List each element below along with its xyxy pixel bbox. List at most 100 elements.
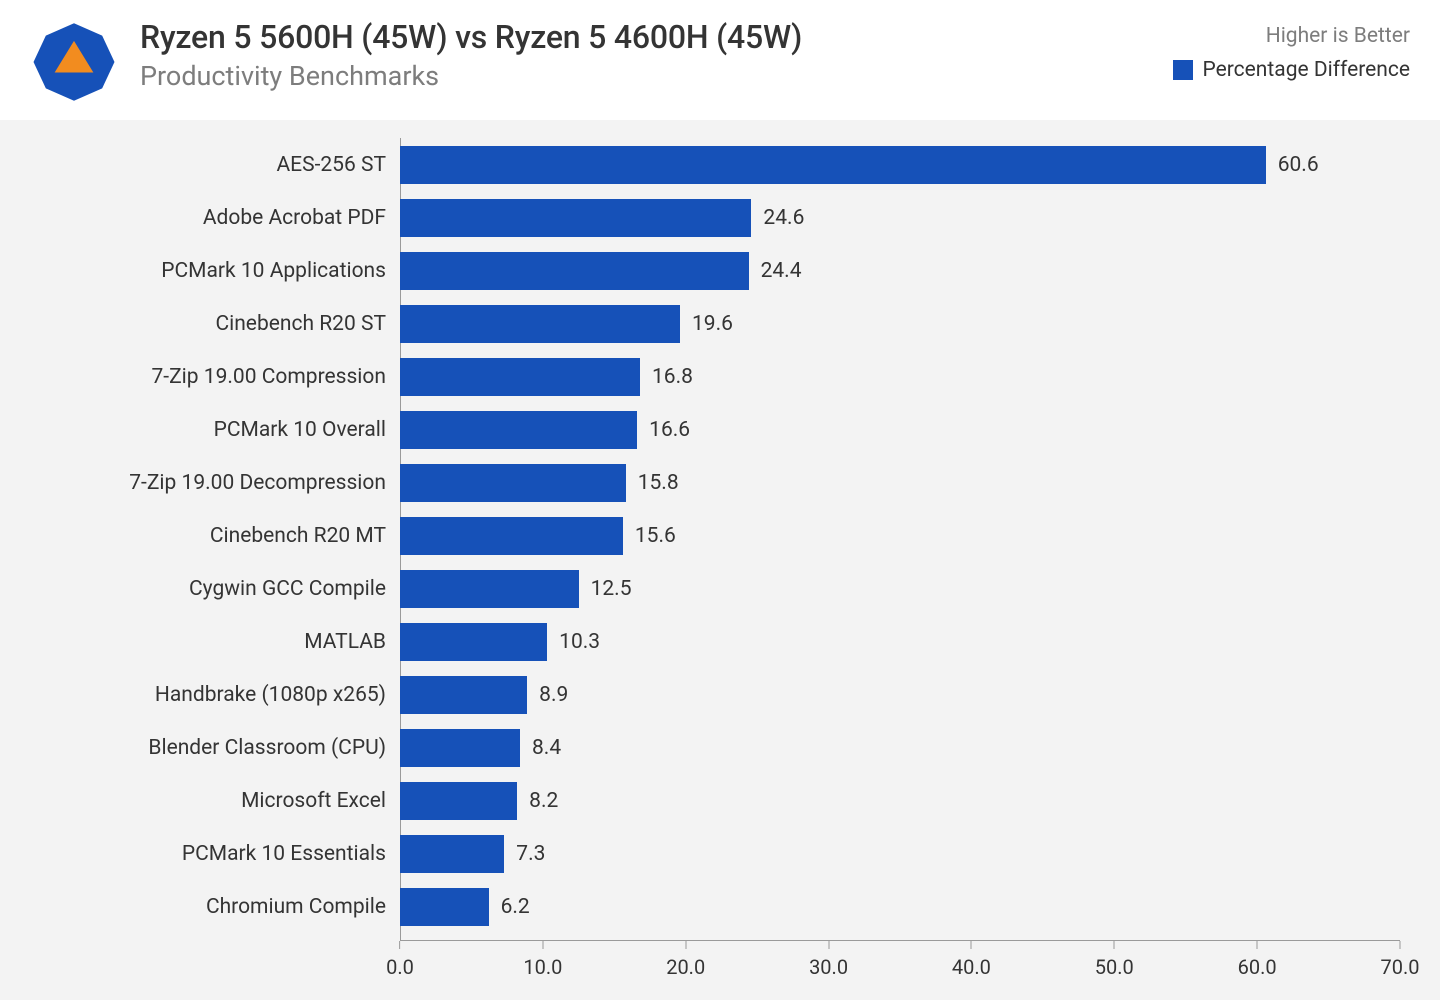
bar-label: PCMark 10 Overall <box>0 418 400 442</box>
tick-mark <box>1400 941 1401 949</box>
benchmark-chart: Ryzen 5 5600H (45W) vs Ryzen 5 4600H (45… <box>0 0 1440 1000</box>
bar <box>400 252 749 290</box>
bar-value: 12.5 <box>591 577 632 601</box>
x-axis: 0.010.020.030.040.050.060.070.0 <box>400 940 1400 1000</box>
bar-cell: 24.6 <box>400 191 1400 244</box>
bar-value: 10.3 <box>559 630 600 654</box>
bar-row: Cinebench R20 MT 15.6 <box>0 509 1400 562</box>
bar-row: Blender Classroom (CPU) 8.4 <box>0 721 1400 774</box>
bar-row: Handbrake (1080p x265) 8.9 <box>0 668 1400 721</box>
x-tick: 40.0 <box>952 941 991 979</box>
bar-cell: 19.6 <box>400 297 1400 350</box>
bar-label: PCMark 10 Applications <box>0 259 400 283</box>
bar <box>400 676 527 714</box>
bar-label: Chromium Compile <box>0 895 400 919</box>
bar <box>400 570 579 608</box>
bar <box>400 411 637 449</box>
bar-value: 16.6 <box>649 418 690 442</box>
bar-value: 8.9 <box>539 683 568 707</box>
bar-cell: 8.9 <box>400 668 1400 721</box>
bar <box>400 305 680 343</box>
bar <box>400 729 520 767</box>
chart-note: Higher is Better <box>1173 24 1411 48</box>
bar-cell: 60.6 <box>400 138 1400 191</box>
tick-label: 40.0 <box>952 955 991 979</box>
chart-header: Ryzen 5 5600H (45W) vs Ryzen 5 4600H (45… <box>0 0 1440 120</box>
legend: Percentage Difference <box>1173 58 1411 82</box>
bar-row: Cinebench R20 ST 19.6 <box>0 297 1400 350</box>
chart-title: Ryzen 5 5600H (45W) vs Ryzen 5 4600H (45… <box>140 18 1173 56</box>
bar-row: PCMark 10 Essentials7.3 <box>0 827 1400 880</box>
tick-mark <box>971 941 972 949</box>
bar-label: MATLAB <box>0 630 400 654</box>
bar-label: Handbrake (1080p x265) <box>0 683 400 707</box>
bar-value: 15.6 <box>635 524 676 548</box>
bar-label: Cygwin GCC Compile <box>0 577 400 601</box>
tick-label: 0.0 <box>386 955 414 979</box>
bar-row: Adobe Acrobat PDF 24.6 <box>0 191 1400 244</box>
bar-cell: 8.4 <box>400 721 1400 774</box>
bar <box>400 146 1266 184</box>
tick-label: 30.0 <box>809 955 848 979</box>
plot-area: AES-256 ST 60.6 Adobe Acrobat PDF 24.6 PCMar… <box>0 120 1440 1000</box>
tick-label: 50.0 <box>1095 955 1134 979</box>
bar-label: Blender Classroom (CPU) <box>0 736 400 760</box>
bar <box>400 517 623 555</box>
bar-cell: 16.6 <box>400 403 1400 456</box>
bar <box>400 888 489 926</box>
bar-value: 8.4 <box>532 736 561 760</box>
tick-mark <box>1257 941 1258 949</box>
tick-label: 10.0 <box>523 955 562 979</box>
bar-row: Microsoft Excel8.2 <box>0 774 1400 827</box>
tick-label: 20.0 <box>666 955 705 979</box>
tick-mark <box>1114 941 1115 949</box>
bar <box>400 358 640 396</box>
bar-value: 19.6 <box>692 312 733 336</box>
bar-row: MATLAB 10.3 <box>0 615 1400 668</box>
bar-label: 7-Zip 19.00 Compression <box>0 365 400 389</box>
bar-cell: 15.8 <box>400 456 1400 509</box>
legend-label: Percentage Difference <box>1203 58 1411 82</box>
x-tick: 0.0 <box>386 941 414 979</box>
tick-mark <box>685 941 686 949</box>
bar-value: 60.6 <box>1278 153 1319 177</box>
bar <box>400 199 751 237</box>
bar-value: 7.3 <box>516 842 545 866</box>
bar-cell: 16.8 <box>400 350 1400 403</box>
bar-cell: 15.6 <box>400 509 1400 562</box>
bar-row: PCMark 10 Overall 16.6 <box>0 403 1400 456</box>
bar-label: Adobe Acrobat PDF <box>0 206 400 230</box>
x-tick: 10.0 <box>523 941 562 979</box>
bar-value: 6.2 <box>501 895 530 919</box>
bar-row: 7-Zip 19.00 Decompression 15.8 <box>0 456 1400 509</box>
bar-row: AES-256 ST 60.6 <box>0 138 1400 191</box>
bar-label: 7-Zip 19.00 Decompression <box>0 471 400 495</box>
bar-cell: 10.3 <box>400 615 1400 668</box>
bar-cell: 12.5 <box>400 562 1400 615</box>
tick-mark <box>542 941 543 949</box>
chart-subtitle: Productivity Benchmarks <box>140 60 1173 92</box>
x-tick: 60.0 <box>1238 941 1277 979</box>
bar-value: 24.4 <box>761 259 802 283</box>
legend-swatch-icon <box>1173 60 1193 80</box>
bar-cell: 6.2 <box>400 880 1400 933</box>
bar <box>400 835 504 873</box>
x-tick: 50.0 <box>1095 941 1134 979</box>
bar-label: AES-256 ST <box>0 153 400 177</box>
title-block: Ryzen 5 5600H (45W) vs Ryzen 5 4600H (45… <box>140 18 1173 92</box>
bar <box>400 623 547 661</box>
site-logo-icon <box>30 18 118 106</box>
x-tick: 20.0 <box>666 941 705 979</box>
bar-value: 24.6 <box>763 206 804 230</box>
bars-group: AES-256 ST 60.6 Adobe Acrobat PDF 24.6 PCMar… <box>0 138 1400 940</box>
bar-label: Cinebench R20 MT <box>0 524 400 548</box>
x-tick: 30.0 <box>809 941 848 979</box>
x-tick: 70.0 <box>1381 941 1420 979</box>
bar <box>400 464 626 502</box>
bar-cell: 8.2 <box>400 774 1400 827</box>
bar-row: 7-Zip 19.00 Compression 16.8 <box>0 350 1400 403</box>
bar-value: 15.8 <box>638 471 679 495</box>
bar-value: 16.8 <box>652 365 693 389</box>
bar-row: Cygwin GCC Compile 12.5 <box>0 562 1400 615</box>
bar-label: Cinebench R20 ST <box>0 312 400 336</box>
